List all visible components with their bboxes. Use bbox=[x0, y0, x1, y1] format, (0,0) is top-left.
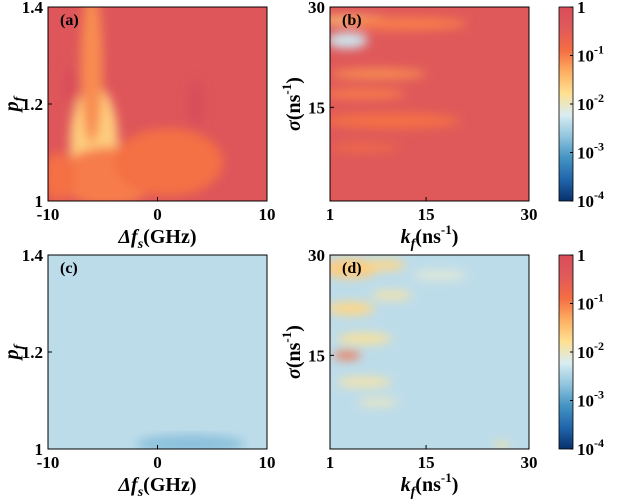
y-tick-label: 1 bbox=[35, 192, 44, 211]
panel-c: (c) -10 0 10 1 1.2 1.4 Δfs(GHz) pf bbox=[1, 246, 276, 500]
heatmap-feature-4 bbox=[330, 88, 406, 100]
heatmap-feature-1 bbox=[80, 7, 103, 143]
heatmap-feature-5 bbox=[187, 79, 205, 129]
x-tick-label: -10 bbox=[37, 205, 60, 224]
colorbar-tick-label: 1 bbox=[577, 246, 586, 265]
heatmap-feature-5 bbox=[330, 112, 461, 129]
heatmap-feature-2 bbox=[343, 17, 468, 31]
x-tick-label: 30 bbox=[521, 453, 538, 472]
colorbar-2: 1 10-1 10-2 10-3 10-4 bbox=[558, 246, 604, 459]
x-tick-label: 10 bbox=[259, 453, 276, 472]
y-tick-label: 30 bbox=[308, 246, 325, 265]
x-axis-title: kf(ns-1) bbox=[401, 222, 459, 252]
y-tick-label: 30 bbox=[308, 0, 325, 17]
y-axis-title: pf bbox=[1, 343, 27, 361]
x-tick-label: 10 bbox=[259, 205, 276, 224]
heatmap-c bbox=[48, 255, 267, 449]
panel-label: (d) bbox=[342, 260, 362, 277]
x-axis-title: kf(ns-1) bbox=[401, 470, 459, 500]
heatmap-feature-4 bbox=[333, 351, 361, 360]
panel-d: (d) 1 15 30 15 30 kf(ns-1) σ(ns-1) bbox=[279, 246, 538, 500]
colorbar-tick-label: 10-1 bbox=[577, 291, 604, 314]
heatmap-a bbox=[48, 7, 267, 201]
colorbar-tick-label: 10-3 bbox=[577, 388, 604, 411]
y-axis-title: σ(ns-1) bbox=[279, 77, 305, 131]
panel-label: (b) bbox=[342, 12, 362, 29]
heatmap-feature-5 bbox=[336, 333, 392, 344]
panel-b: (b) 1 15 30 15 30 kf(ns-1) σ(ns-1) bbox=[279, 0, 538, 252]
colorbar-tick-label: 10-3 bbox=[577, 140, 604, 163]
panel-a: (a) -10 0 10 1 1.2 1.4 Δfs(GHz) pf bbox=[1, 0, 276, 252]
plot-frame bbox=[329, 254, 530, 450]
panel-label: (a) bbox=[60, 12, 79, 29]
x-tick-label: 15 bbox=[418, 205, 435, 224]
colorbar-tick-label: 10-2 bbox=[577, 91, 604, 114]
heatmap-background bbox=[330, 255, 529, 449]
y-tick-label: 1.4 bbox=[22, 246, 44, 265]
y-tick-label: 1.2 bbox=[22, 343, 43, 362]
heatmap-feature-0 bbox=[330, 32, 368, 49]
heatmap-feature-1 bbox=[364, 259, 406, 271]
colorbar-tick-label: 1 bbox=[577, 0, 586, 17]
heatmap-feature-3 bbox=[330, 68, 427, 80]
y-tick-label: 1 bbox=[35, 440, 44, 459]
heatmap-feature-3 bbox=[113, 128, 224, 197]
heatmap-feature-8 bbox=[412, 270, 468, 280]
heatmap-feature-0 bbox=[135, 434, 246, 449]
colorbar-tick-label: 10-1 bbox=[577, 43, 604, 66]
x-tick-label: 15 bbox=[418, 453, 435, 472]
x-tick-label: 0 bbox=[153, 453, 162, 472]
y-tick-label: 15 bbox=[308, 98, 325, 117]
colorbar-1: 1 10-1 10-2 10-3 10-4 bbox=[558, 0, 604, 211]
x-tick-label: -10 bbox=[37, 453, 60, 472]
x-tick-label: 1 bbox=[326, 205, 335, 224]
heatmap-feature-6 bbox=[63, 65, 77, 104]
x-tick-label: 0 bbox=[153, 205, 162, 224]
heatmap-d bbox=[330, 255, 529, 449]
y-tick-label: 1.4 bbox=[22, 0, 44, 17]
y-tick-label: 1.2 bbox=[22, 95, 43, 114]
x-tick-label: 30 bbox=[521, 205, 538, 224]
plot-frame bbox=[329, 6, 530, 202]
heatmap-background bbox=[48, 255, 267, 449]
heatmap-feature-7 bbox=[357, 398, 399, 407]
heatmap-feature-2 bbox=[330, 301, 375, 316]
heatmap-feature-4 bbox=[48, 152, 76, 201]
heatmap-feature-6 bbox=[336, 376, 392, 388]
heatmap-feature-9 bbox=[494, 442, 509, 449]
panel-label: (c) bbox=[60, 260, 78, 277]
heatmap-feature-3 bbox=[371, 290, 413, 300]
colorbar-tick-label: 10-2 bbox=[577, 339, 604, 362]
heatmap-feature-6 bbox=[330, 142, 399, 153]
y-tick-label: 15 bbox=[308, 346, 325, 365]
x-axis-title: Δfs(GHz) bbox=[118, 226, 197, 252]
x-tick-label: 1 bbox=[326, 453, 335, 472]
colorbar-tick-label: 10-4 bbox=[577, 188, 604, 211]
heatmap-b bbox=[330, 7, 529, 201]
colorbar-tick-label: 10-4 bbox=[577, 436, 604, 459]
y-axis-title: σ(ns-1) bbox=[279, 325, 305, 379]
x-axis-title: Δfs(GHz) bbox=[118, 474, 197, 500]
y-axis-title: pf bbox=[1, 95, 27, 113]
